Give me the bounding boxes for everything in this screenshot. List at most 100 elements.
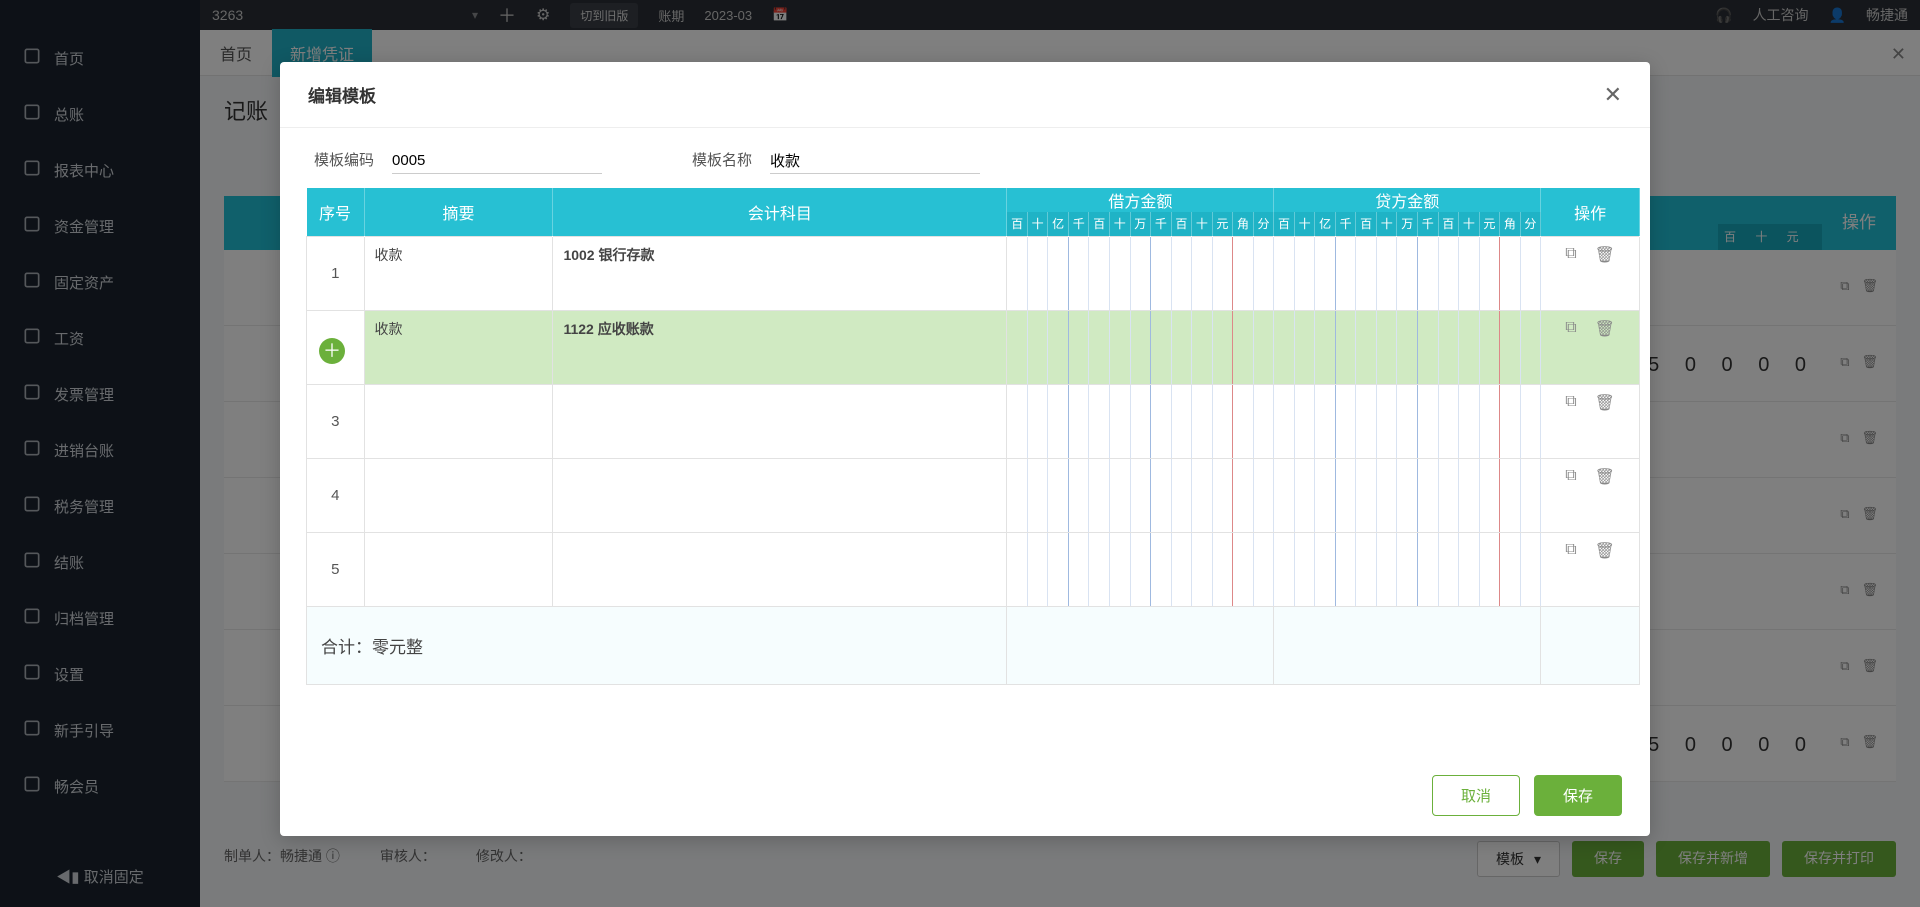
row-summary[interactable] [364, 532, 553, 606]
debit-digit[interactable] [1048, 236, 1069, 310]
credit-digit[interactable] [1520, 384, 1541, 458]
credit-digit[interactable] [1418, 236, 1439, 310]
debit-digit[interactable] [1233, 310, 1254, 384]
debit-digit[interactable] [1068, 236, 1089, 310]
credit-digit[interactable] [1459, 384, 1480, 458]
credit-digit[interactable] [1459, 458, 1480, 532]
credit-digit[interactable] [1335, 458, 1356, 532]
debit-digit[interactable] [1253, 310, 1274, 384]
debit-digit[interactable] [1151, 384, 1172, 458]
debit-digit[interactable] [1068, 458, 1089, 532]
credit-digit[interactable] [1335, 384, 1356, 458]
debit-digit[interactable] [1130, 310, 1151, 384]
credit-digit[interactable] [1356, 384, 1377, 458]
debit-digit[interactable] [1110, 532, 1131, 606]
template-row[interactable]: 5⧉🗑 [307, 532, 1640, 606]
debit-digit[interactable] [1192, 236, 1213, 310]
row-summary[interactable]: 收款 [364, 310, 553, 384]
debit-digit[interactable] [1171, 532, 1192, 606]
debit-digit[interactable] [1233, 458, 1254, 532]
credit-digit[interactable] [1335, 532, 1356, 606]
credit-digit[interactable] [1500, 310, 1521, 384]
credit-digit[interactable] [1376, 384, 1397, 458]
credit-digit[interactable] [1479, 384, 1500, 458]
credit-digit[interactable] [1479, 236, 1500, 310]
credit-digit[interactable] [1397, 532, 1418, 606]
debit-digit[interactable] [1233, 532, 1254, 606]
debit-digit[interactable] [1007, 384, 1028, 458]
debit-digit[interactable] [1192, 458, 1213, 532]
credit-digit[interactable] [1294, 384, 1315, 458]
debit-digit[interactable] [1171, 458, 1192, 532]
copy-row-icon[interactable]: ⧉ [1565, 319, 1576, 339]
delete-row-icon[interactable]: 🗑 [1595, 541, 1615, 561]
row-summary[interactable]: 收款 [364, 236, 553, 310]
delete-row-icon[interactable]: 🗑 [1595, 467, 1615, 487]
debit-digit[interactable] [1089, 236, 1110, 310]
copy-row-icon[interactable]: ⧉ [1565, 393, 1576, 413]
row-summary[interactable] [364, 458, 553, 532]
debit-digit[interactable] [1110, 310, 1131, 384]
debit-digit[interactable] [1048, 310, 1069, 384]
debit-digit[interactable] [1130, 384, 1151, 458]
credit-digit[interactable] [1459, 236, 1480, 310]
credit-digit[interactable] [1459, 310, 1480, 384]
debit-digit[interactable] [1171, 310, 1192, 384]
credit-digit[interactable] [1479, 458, 1500, 532]
copy-row-icon[interactable]: ⧉ [1565, 541, 1576, 561]
row-summary[interactable] [364, 384, 553, 458]
credit-digit[interactable] [1479, 310, 1500, 384]
debit-digit[interactable] [1089, 384, 1110, 458]
credit-digit[interactable] [1500, 532, 1521, 606]
credit-digit[interactable] [1500, 384, 1521, 458]
credit-digit[interactable] [1438, 532, 1459, 606]
debit-digit[interactable] [1233, 236, 1254, 310]
credit-digit[interactable] [1315, 236, 1336, 310]
credit-digit[interactable] [1418, 310, 1439, 384]
code-input[interactable] [392, 148, 602, 174]
debit-digit[interactable] [1130, 458, 1151, 532]
debit-digit[interactable] [1151, 236, 1172, 310]
credit-digit[interactable] [1520, 236, 1541, 310]
debit-digit[interactable] [1253, 236, 1274, 310]
row-subject[interactable] [553, 532, 1007, 606]
credit-digit[interactable] [1418, 532, 1439, 606]
credit-digit[interactable] [1274, 384, 1295, 458]
add-row-icon[interactable]: ＋ [319, 338, 345, 364]
credit-digit[interactable] [1335, 236, 1356, 310]
credit-digit[interactable] [1500, 458, 1521, 532]
debit-digit[interactable] [1212, 458, 1233, 532]
credit-digit[interactable] [1294, 458, 1315, 532]
debit-digit[interactable] [1007, 310, 1028, 384]
template-row[interactable]: 1收款1002 银行存款⧉🗑 [307, 236, 1640, 310]
debit-digit[interactable] [1171, 236, 1192, 310]
credit-digit[interactable] [1459, 532, 1480, 606]
debit-digit[interactable] [1027, 236, 1048, 310]
debit-digit[interactable] [1089, 532, 1110, 606]
debit-digit[interactable] [1253, 458, 1274, 532]
debit-digit[interactable] [1212, 236, 1233, 310]
credit-digit[interactable] [1315, 384, 1336, 458]
debit-digit[interactable] [1068, 532, 1089, 606]
credit-digit[interactable] [1418, 384, 1439, 458]
debit-digit[interactable] [1151, 532, 1172, 606]
modal-close-icon[interactable]: ✕ [1604, 84, 1622, 106]
debit-digit[interactable] [1048, 458, 1069, 532]
debit-digit[interactable] [1171, 384, 1192, 458]
credit-digit[interactable] [1397, 236, 1418, 310]
credit-digit[interactable] [1315, 458, 1336, 532]
credit-digit[interactable] [1356, 310, 1377, 384]
credit-digit[interactable] [1356, 236, 1377, 310]
credit-digit[interactable] [1479, 532, 1500, 606]
debit-digit[interactable] [1233, 384, 1254, 458]
credit-digit[interactable] [1294, 310, 1315, 384]
credit-digit[interactable] [1356, 532, 1377, 606]
debit-digit[interactable] [1192, 532, 1213, 606]
credit-digit[interactable] [1438, 236, 1459, 310]
credit-digit[interactable] [1397, 458, 1418, 532]
debit-digit[interactable] [1253, 532, 1274, 606]
debit-digit[interactable] [1151, 458, 1172, 532]
credit-digit[interactable] [1418, 458, 1439, 532]
cancel-button[interactable]: 取消 [1432, 775, 1520, 816]
debit-digit[interactable] [1192, 310, 1213, 384]
